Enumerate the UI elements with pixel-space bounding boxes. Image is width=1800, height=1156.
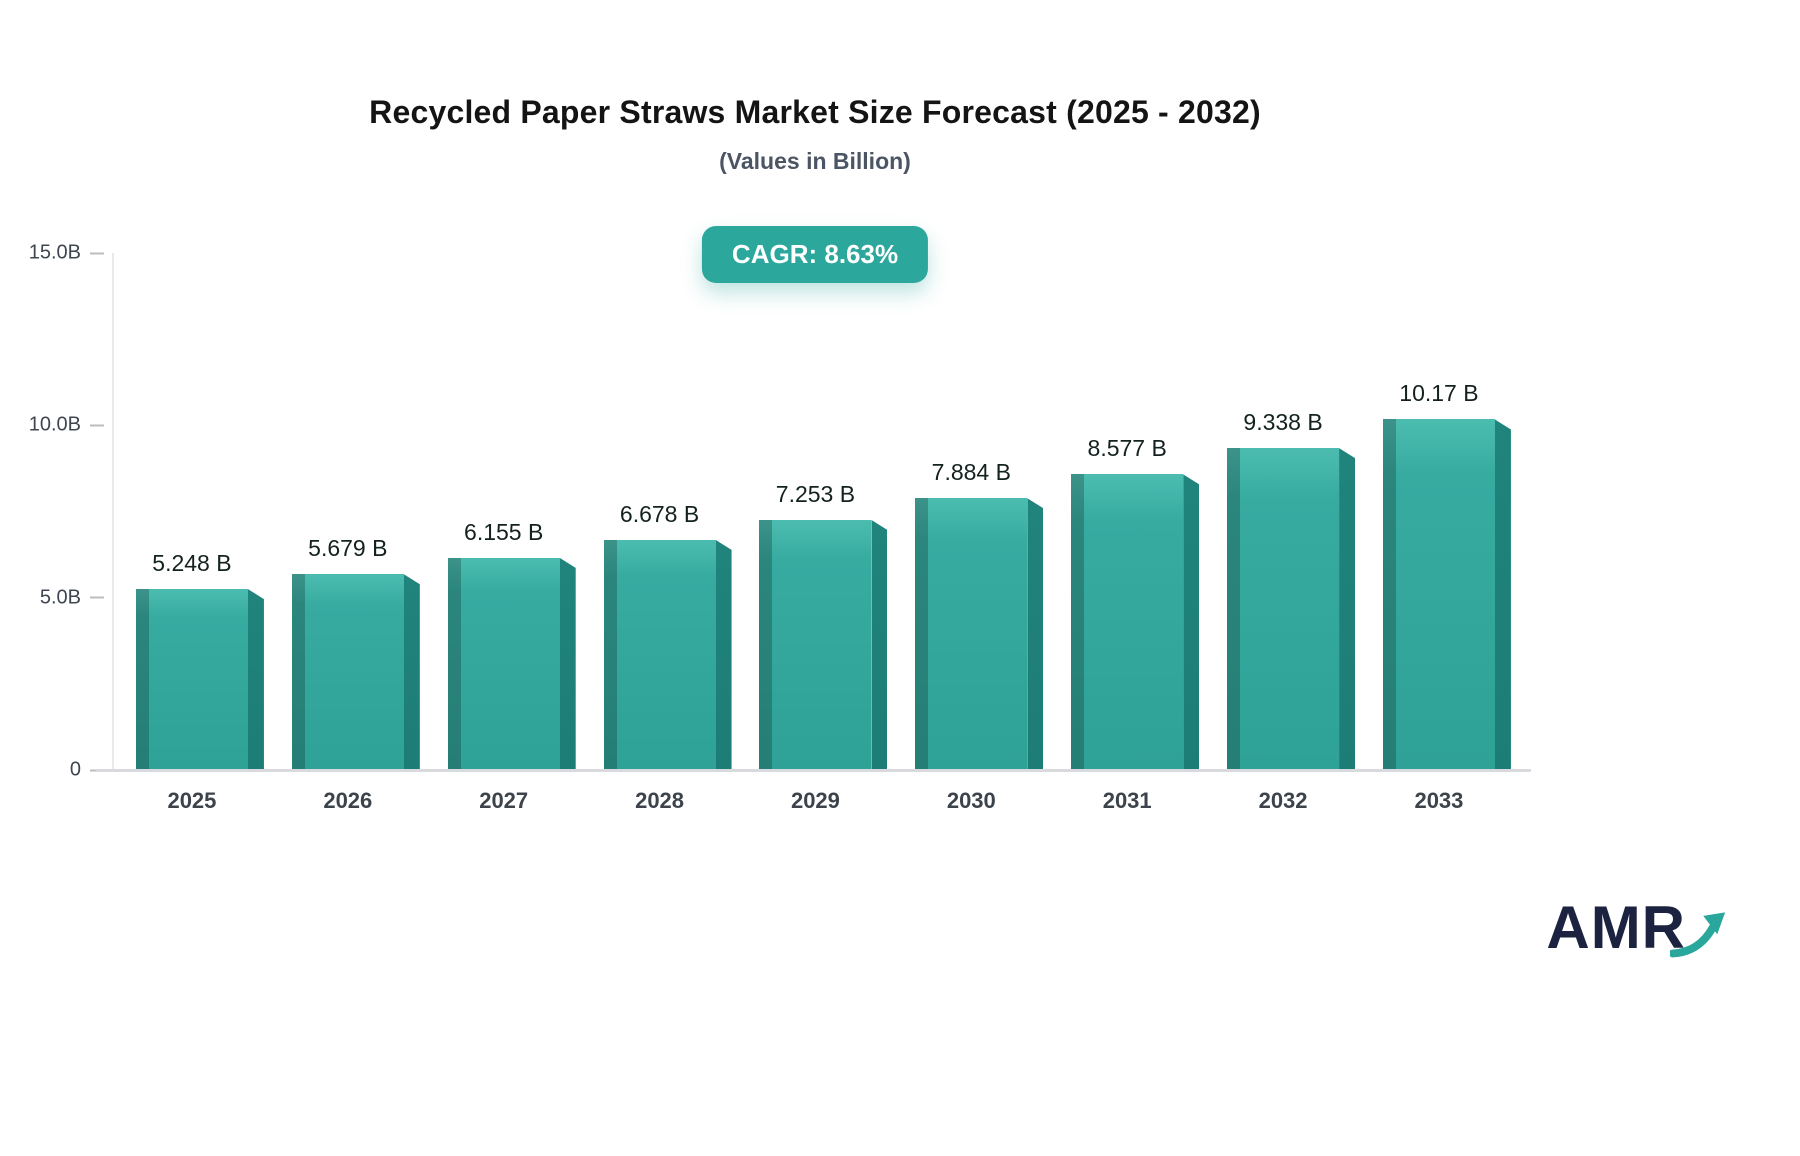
- bar-side-face: [559, 557, 576, 770]
- bar-side-face: [871, 520, 888, 770]
- bar-group: 9.338 B 2032: [1227, 253, 1356, 813]
- x-axis-label: 2033: [1414, 788, 1464, 813]
- y-tick-mark: [90, 424, 104, 427]
- y-tick: 10.0B: [29, 414, 104, 437]
- bar-value-label: 6.155 B: [464, 518, 544, 545]
- x-axis-label: 2028: [635, 788, 685, 813]
- bar-group: 6.155 B 2027: [447, 253, 576, 813]
- x-axis-label: 2026: [323, 788, 373, 813]
- amr-logo: AMR: [1546, 898, 1726, 962]
- bar-group: 5.679 B 2026: [291, 253, 420, 813]
- amr-logo-text: AMR: [1546, 894, 1686, 961]
- y-tick-mark: [90, 252, 104, 254]
- y-axis: 15.0B 10.0B 5.0B 0: [0, 242, 104, 781]
- bar: 7.253 B: [759, 481, 888, 770]
- x-axis-line: [96, 769, 1531, 772]
- chart-subtitle: (Values in Billion): [719, 148, 911, 174]
- bar: 6.155 B: [447, 519, 576, 770]
- bar-side-face: [403, 574, 420, 770]
- bar: 9.338 B: [1227, 409, 1356, 770]
- bar-side-face: [1027, 498, 1044, 770]
- bar-group: 8.577 B 2031: [1071, 253, 1200, 813]
- bar-front-face: [1382, 419, 1495, 770]
- bar-value-label: 9.338 B: [1243, 409, 1323, 436]
- bar-value-label: 7.884 B: [931, 459, 1011, 486]
- x-axis-label: 2030: [946, 788, 996, 813]
- bar-side-face: [247, 589, 264, 770]
- x-axis-label: 2027: [479, 788, 529, 813]
- x-axis-label: 2029: [790, 788, 840, 813]
- x-axis-label: 2031: [1102, 788, 1152, 813]
- bar-value-label: 5.248 B: [152, 550, 232, 577]
- cagr-badge: CAGR: 8.63%: [701, 226, 929, 283]
- bar: 10.17 B: [1382, 380, 1511, 770]
- bar-value-label: 7.253 B: [775, 481, 856, 508]
- growth-arrow-icon: [1670, 912, 1726, 958]
- bar-front-face: [1227, 448, 1340, 770]
- bar-front-face: [759, 520, 872, 770]
- bar-front-face: [135, 589, 248, 770]
- bar-group: 5.248 B 2025: [135, 253, 264, 813]
- bar: 8.577 B: [1071, 435, 1200, 770]
- bar-group: 10.17 B 2033: [1382, 253, 1511, 813]
- bar: 7.884 B: [915, 459, 1044, 770]
- bar-group: 7.253 B 2029: [759, 253, 888, 813]
- bar-side-face: [1339, 448, 1356, 770]
- bar: 5.248 B: [135, 550, 264, 770]
- bar-front-face: [603, 539, 716, 770]
- y-tick-label: 15.0B: [28, 241, 81, 264]
- y-tick-label: 0: [69, 758, 81, 781]
- bar: 6.678 B: [603, 501, 732, 770]
- bar: 5.679 B: [291, 535, 420, 770]
- chart-title: Recycled Paper Straws Market Size Foreca…: [369, 94, 1261, 130]
- x-axis-label: 2025: [167, 788, 217, 813]
- bar-side-face: [1494, 419, 1511, 770]
- bar-side-face: [1183, 474, 1200, 770]
- bar-value-label: 6.678 B: [619, 500, 700, 527]
- y-tick-label: 5.0B: [39, 586, 81, 609]
- bar-side-face: [715, 539, 732, 770]
- bar-value-label: 8.577 B: [1087, 435, 1167, 462]
- x-axis-label: 2032: [1258, 788, 1308, 813]
- bar-value-label: 5.679 B: [308, 535, 388, 562]
- bar-front-face: [915, 498, 1028, 770]
- y-tick: 5.0B: [40, 586, 104, 609]
- y-tick-label: 10.0B: [28, 413, 81, 436]
- bar-front-face: [291, 574, 404, 770]
- bar-front-face: [1071, 474, 1184, 770]
- bar-chart: 5.248 B 2025 5.679 B 2026 6.155 B 2027 6.678 B…: [114, 253, 1517, 813]
- y-tick: 15.0B: [29, 242, 104, 265]
- plot-area: 5.248 B 2025 5.679 B 2026 6.155 B 2027 6.678 B…: [96, 253, 1531, 813]
- bar-front-face: [447, 557, 560, 770]
- bar-value-label: 10.17 B: [1399, 380, 1479, 407]
- bar-group: 7.884 B 2030: [915, 253, 1044, 813]
- bar-group: 6.678 B 2028: [603, 253, 732, 813]
- y-tick-mark: [90, 596, 104, 599]
